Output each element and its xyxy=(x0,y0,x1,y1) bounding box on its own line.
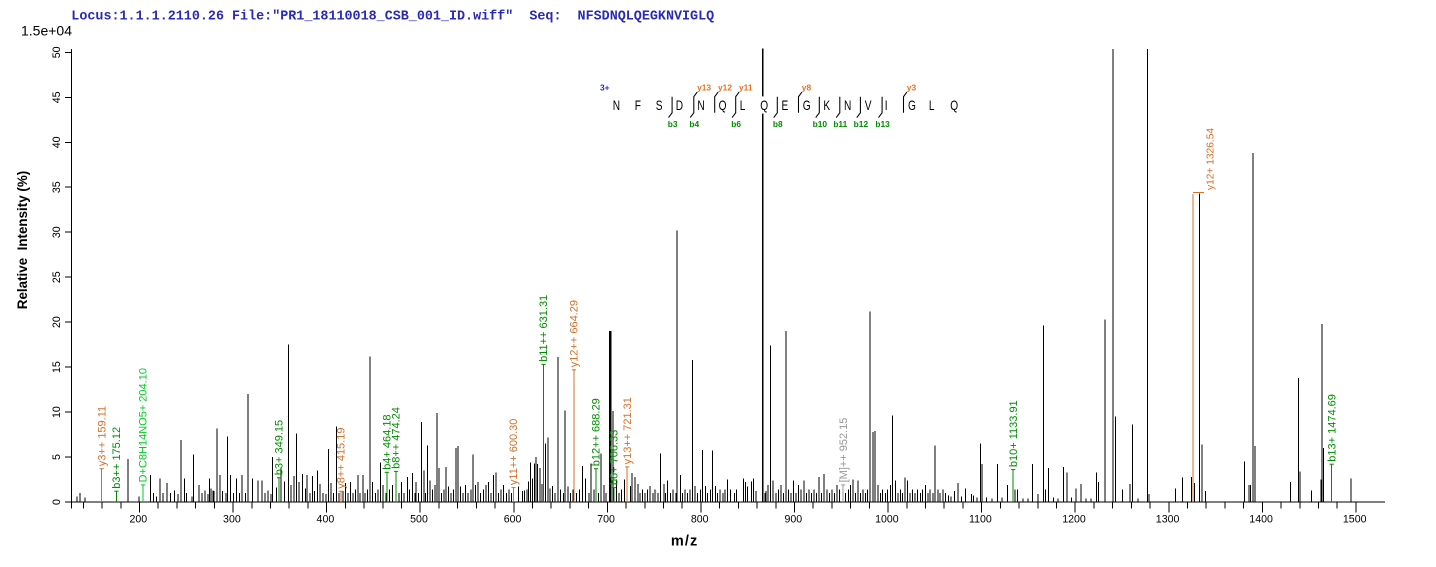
svg-text:Q: Q xyxy=(719,97,727,113)
svg-text:y3: y3 xyxy=(907,82,917,92)
svg-text:1.5e+04: 1.5e+04 xyxy=(21,23,72,39)
svg-text:Q: Q xyxy=(950,97,958,113)
svg-text:b3: b3 xyxy=(668,119,678,129)
svg-text:1200: 1200 xyxy=(1062,513,1086,525)
svg-text:b3+ 349.15: b3+ 349.15 xyxy=(274,420,286,475)
svg-text:Q: Q xyxy=(760,97,768,113)
svg-text:5: 5 xyxy=(51,454,63,460)
svg-text:G: G xyxy=(908,97,916,113)
svg-text:b11++ 631.31: b11++ 631.31 xyxy=(538,295,550,362)
svg-text:K: K xyxy=(823,97,830,113)
svg-text:b3++ 175.12: b3++ 175.12 xyxy=(111,427,123,489)
svg-text:V: V xyxy=(865,97,872,113)
svg-text:E: E xyxy=(782,97,789,113)
svg-text:800: 800 xyxy=(691,513,709,525)
svg-text:L: L xyxy=(929,97,935,113)
svg-text:N: N xyxy=(844,97,851,113)
svg-text:[M]++ 952.15: [M]++ 952.15 xyxy=(838,418,850,483)
svg-text:35: 35 xyxy=(51,181,63,193)
svg-text:S: S xyxy=(656,97,663,113)
svg-text:b6: b6 xyxy=(731,119,741,129)
svg-text:400: 400 xyxy=(317,513,335,525)
svg-text:b8: b8 xyxy=(773,119,783,129)
svg-text:y13++ 721.31: y13++ 721.31 xyxy=(622,397,634,464)
svg-text:1100: 1100 xyxy=(969,513,992,525)
svg-text:y12: y12 xyxy=(718,82,732,92)
svg-text:N: N xyxy=(697,97,704,113)
svg-text:40: 40 xyxy=(51,136,63,148)
svg-text:3+: 3+ xyxy=(600,82,610,92)
svg-text:N: N xyxy=(613,97,620,113)
svg-text:b8++ 474.24: b8++ 474.24 xyxy=(391,407,403,469)
svg-text:Relative Intensity (%): Relative Intensity (%) xyxy=(15,171,30,309)
svg-text:b13+ 1474.69: b13+ 1474.69 xyxy=(1326,394,1338,462)
svg-text:b4: b4 xyxy=(689,119,699,129)
svg-text:F: F xyxy=(635,97,641,113)
svg-text:b12: b12 xyxy=(854,119,869,129)
svg-text:1300: 1300 xyxy=(1156,513,1180,525)
svg-text:L: L xyxy=(740,97,746,113)
svg-text:D+C8H14NO5+ 204.10: D+C8H14NO5+ 204.10 xyxy=(138,368,150,482)
svg-text:300: 300 xyxy=(223,513,241,525)
svg-text:15: 15 xyxy=(51,361,63,373)
svg-text:y12++ 664.29: y12++ 664.29 xyxy=(569,300,581,367)
svg-text:y11++ 600.30: y11++ 600.30 xyxy=(508,419,520,485)
svg-text:y8: y8 xyxy=(802,82,812,92)
svg-text:b10: b10 xyxy=(813,119,828,129)
svg-text:20: 20 xyxy=(51,316,63,328)
svg-text:m/z: m/z xyxy=(671,533,698,549)
svg-text:y12+ 1326.54: y12+ 1326.54 xyxy=(1206,128,1217,190)
svg-text:1400: 1400 xyxy=(1249,513,1273,525)
svg-text:50: 50 xyxy=(51,46,63,58)
svg-text:25: 25 xyxy=(51,271,63,283)
svg-text:1000: 1000 xyxy=(875,513,899,525)
svg-text:y11: y11 xyxy=(739,82,753,92)
svg-text:b6+ 706.33: b6+ 706.33 xyxy=(609,430,621,485)
svg-text:700: 700 xyxy=(597,513,615,525)
svg-text:b12++ 688.29: b12++ 688.29 xyxy=(591,398,603,466)
svg-text:y13: y13 xyxy=(697,82,711,92)
svg-text:D: D xyxy=(676,97,684,113)
svg-text:600: 600 xyxy=(504,513,522,525)
svg-text:b10+ 1133.91: b10+ 1133.91 xyxy=(1008,400,1020,467)
svg-text:G: G xyxy=(803,97,811,113)
svg-text:0: 0 xyxy=(51,499,63,505)
svg-text:500: 500 xyxy=(410,513,428,525)
svg-text:10: 10 xyxy=(51,406,63,418)
svg-text:900: 900 xyxy=(784,513,802,525)
svg-text:b11: b11 xyxy=(833,119,847,129)
svg-text:b4+ 464.18: b4+ 464.18 xyxy=(381,414,393,469)
svg-text:45: 45 xyxy=(51,91,63,103)
svg-text:30: 30 xyxy=(51,226,63,238)
svg-text:Locus:1.1.1.2110.26 File:"PR1_: Locus:1.1.1.2110.26 File:"PR1_18110018_C… xyxy=(71,9,714,24)
svg-text:y8++ 415.19: y8++ 415.19 xyxy=(336,428,348,489)
svg-text:I: I xyxy=(885,97,888,113)
svg-text:1500: 1500 xyxy=(1343,513,1367,525)
svg-text:200: 200 xyxy=(129,513,147,525)
svg-text:y3++ 159.11: y3++ 159.11 xyxy=(96,406,108,466)
svg-text:b13: b13 xyxy=(875,119,890,129)
